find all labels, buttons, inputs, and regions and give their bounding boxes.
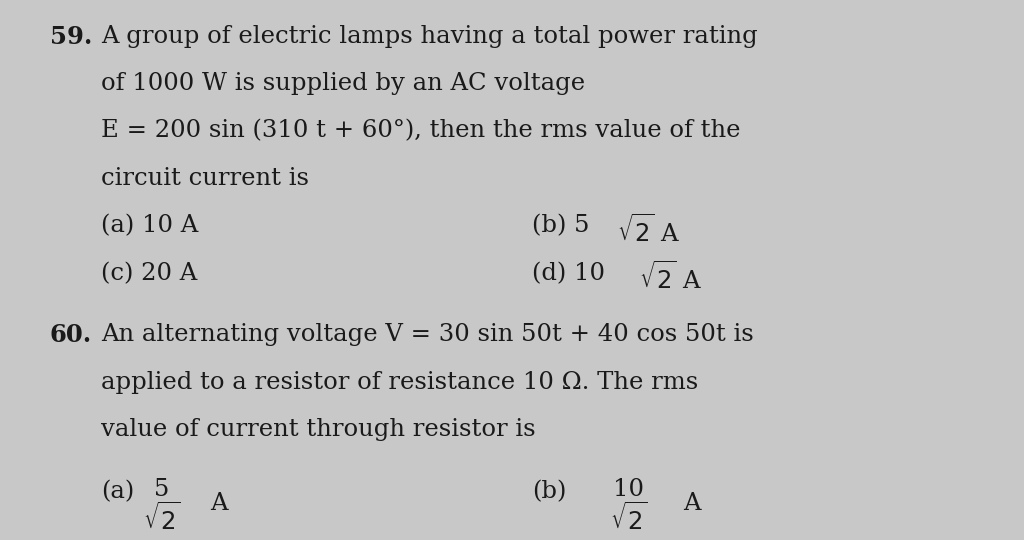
Text: An alternating voltage V = 30 sin 50t + 40 cos 50t is: An alternating voltage V = 30 sin 50t + … xyxy=(100,323,754,346)
Text: (b): (b) xyxy=(532,480,566,503)
Text: 10: 10 xyxy=(613,478,644,501)
Text: (b) 5: (b) 5 xyxy=(532,214,590,238)
Text: (d) 10: (d) 10 xyxy=(532,262,605,285)
Text: $\sqrt{2}$ A: $\sqrt{2}$ A xyxy=(639,262,702,294)
Text: 60.: 60. xyxy=(50,323,92,347)
Text: (a) 10 A: (a) 10 A xyxy=(100,214,198,238)
Text: 5: 5 xyxy=(154,478,169,501)
Text: $\sqrt{2}$: $\sqrt{2}$ xyxy=(142,503,180,535)
Text: A: A xyxy=(210,492,228,515)
Text: (a): (a) xyxy=(100,480,134,503)
Text: $\sqrt{2}$: $\sqrt{2}$ xyxy=(610,503,648,535)
Text: 59.: 59. xyxy=(50,25,92,49)
Text: of 1000 W is supplied by an AC voltage: of 1000 W is supplied by an AC voltage xyxy=(100,72,585,95)
Text: (c) 20 A: (c) 20 A xyxy=(100,262,197,285)
Text: A group of electric lamps having a total power rating: A group of electric lamps having a total… xyxy=(100,25,758,48)
Text: value of current through resistor is: value of current through resistor is xyxy=(100,418,536,441)
Text: applied to a resistor of resistance 10 Ω. The rms: applied to a resistor of resistance 10 Ω… xyxy=(100,371,698,394)
Text: A: A xyxy=(683,492,700,515)
Text: circuit current is: circuit current is xyxy=(100,167,308,190)
Text: $\sqrt{2}$ A: $\sqrt{2}$ A xyxy=(616,214,680,247)
Text: E = 200 sin (310 t + 60°), then the rms value of the: E = 200 sin (310 t + 60°), then the rms … xyxy=(100,119,740,143)
